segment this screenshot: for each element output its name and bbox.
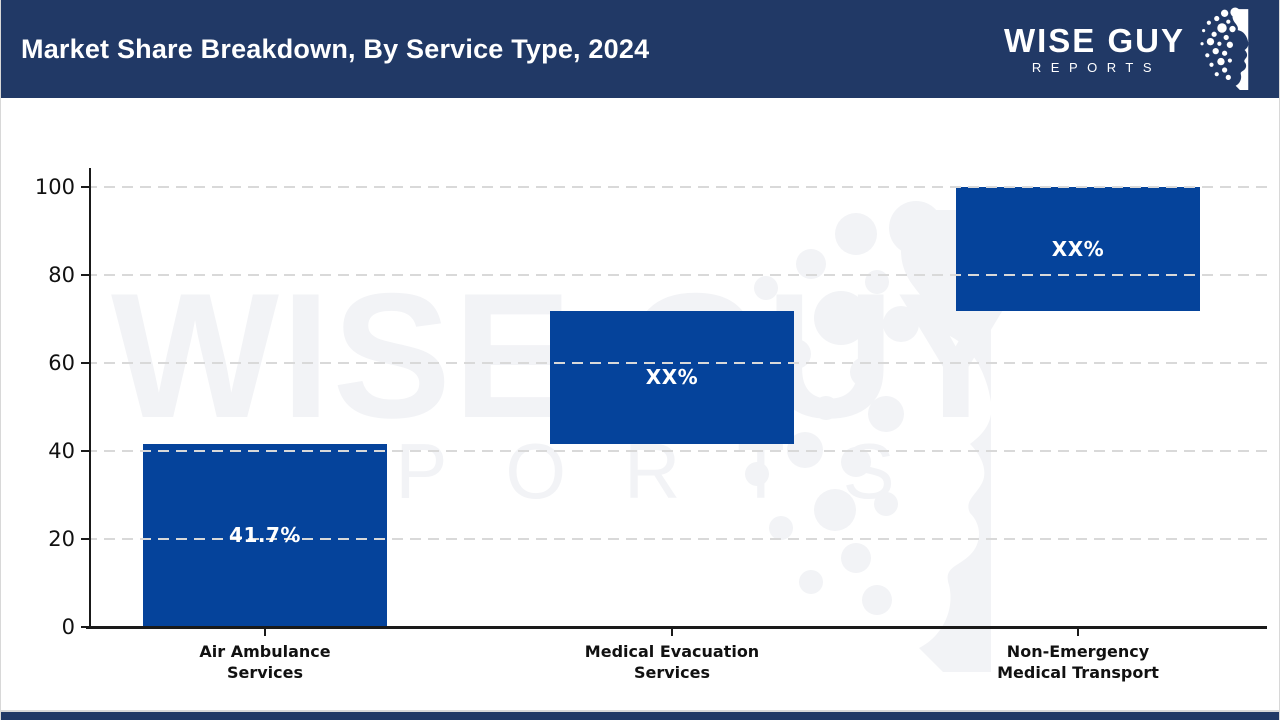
x-category-label: Non-Emergency Medical Transport bbox=[997, 641, 1159, 683]
y-tick-mark bbox=[81, 538, 89, 540]
y-tick-label: 40 bbox=[48, 439, 75, 463]
x-category-line: Services bbox=[633, 663, 711, 682]
bar-value-label: XX% bbox=[645, 365, 699, 390]
gridline bbox=[86, 362, 1267, 364]
x-category-line: Medical Evacuation bbox=[584, 642, 760, 661]
logo-face-icon bbox=[1200, 7, 1249, 90]
bar-segment bbox=[550, 311, 794, 444]
x-tick-mark bbox=[1077, 628, 1079, 636]
header: Market Share Breakdown, By Service Type,… bbox=[1, 0, 1279, 98]
x-category-line: Services bbox=[226, 663, 304, 682]
y-tick-mark bbox=[81, 362, 89, 364]
gridline bbox=[86, 186, 1267, 188]
chart-area: WISE GUY REPORTS 0 20 40 60 80 100 41.7% Air Am… bbox=[1, 98, 1279, 712]
y-tick-label: 20 bbox=[48, 527, 75, 551]
x-category-label: Medical Evacuation Services bbox=[585, 641, 759, 683]
y-tick-mark bbox=[81, 450, 89, 452]
x-category-line: Air Ambulance bbox=[199, 642, 331, 661]
y-axis-line bbox=[89, 168, 91, 629]
y-tick-mark bbox=[81, 626, 89, 628]
footer-bar bbox=[1, 710, 1279, 720]
y-tick-mark bbox=[81, 274, 89, 276]
y-tick-label: 60 bbox=[48, 351, 75, 375]
x-tick-mark bbox=[264, 628, 266, 636]
bar-value-label: XX% bbox=[1051, 237, 1105, 262]
x-category-line: Medical Transport bbox=[997, 663, 1159, 682]
logo-text: WISE GUY REPORTS bbox=[1004, 24, 1185, 74]
logo-wordmark: WISE GUY bbox=[1003, 22, 1185, 59]
y-tick-label: 0 bbox=[61, 615, 75, 639]
x-tick-mark bbox=[671, 628, 673, 636]
y-tick-label: 100 bbox=[34, 175, 75, 199]
logo-subtitle: REPORTS bbox=[1031, 60, 1162, 75]
page-title: Market Share Breakdown, By Service Type,… bbox=[21, 33, 650, 64]
bar-value-label: 41.7% bbox=[229, 523, 301, 548]
x-category-label: Air Ambulance Services bbox=[199, 641, 330, 683]
y-tick-label: 80 bbox=[48, 263, 75, 287]
gridline bbox=[86, 538, 1267, 540]
gridline bbox=[86, 274, 1267, 276]
bar-segment bbox=[956, 187, 1200, 312]
x-category-line: Non-Emergency bbox=[1006, 642, 1150, 661]
gridline bbox=[86, 450, 1267, 452]
y-tick-mark bbox=[81, 186, 89, 188]
x-axis-line bbox=[86, 626, 1267, 629]
bar-segment bbox=[143, 443, 387, 627]
wiseguy-logo: WISE GUY REPORTS bbox=[1004, 7, 1253, 91]
